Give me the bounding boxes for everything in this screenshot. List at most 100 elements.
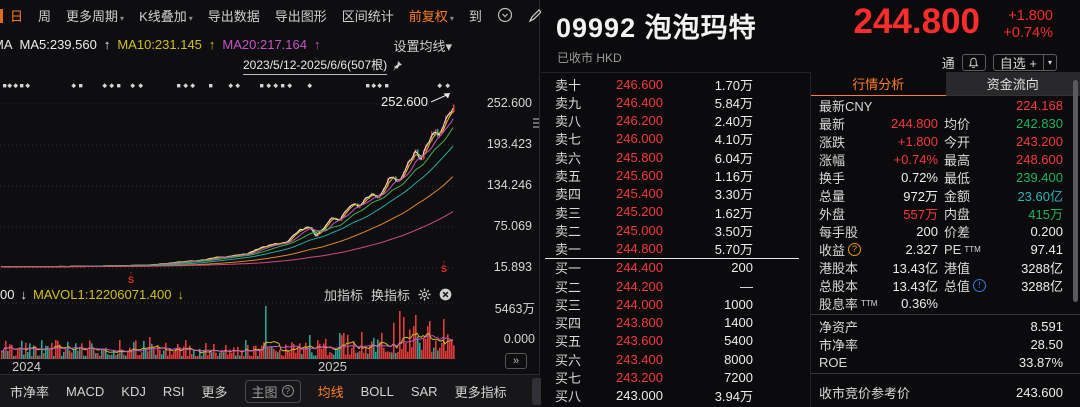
period-week-tab[interactable]: 周 <box>38 8 52 24</box>
order-price[interactable]: 246.400 <box>616 94 663 110</box>
order-level-label: 买八 <box>555 389 582 405</box>
order-level-label: 卖六 <box>555 150 582 166</box>
sell-signal-marker: S <box>441 264 447 274</box>
stat-value: 8.591 <box>1030 318 1063 334</box>
sell-buy-divider <box>545 257 799 259</box>
order-book-row-buy[interactable]: 买二 244.200 — <box>541 277 809 295</box>
order-price[interactable]: 243.200 <box>616 369 663 385</box>
more-periods-menu[interactable]: 更多周期 ▾ <box>66 8 125 24</box>
tab-sar[interactable]: SAR <box>410 383 438 399</box>
order-price[interactable]: 246.200 <box>616 113 663 129</box>
order-volume: 5.84万 <box>714 95 753 111</box>
order-book-row-sell[interactable]: 卖五 245.600 1.16万 <box>541 166 809 184</box>
order-volume: 4.10万 <box>714 132 753 148</box>
volume-chart[interactable] <box>0 300 455 360</box>
quote-stat-row: ROE 33.87% <box>811 353 1080 371</box>
tab-quote-analysis[interactable]: 行情分析 <box>811 72 946 96</box>
help-icon[interactable]: ? <box>281 385 294 397</box>
order-price[interactable]: 244.800 <box>616 241 663 257</box>
order-book-row-buy[interactable]: 买七 243.200 7200 <box>541 368 809 386</box>
order-price[interactable]: 245.200 <box>616 204 663 220</box>
tab-macd[interactable]: MACD <box>66 383 105 399</box>
export-image-button[interactable]: 导出图形 <box>274 8 327 24</box>
range-stats-button[interactable]: 区间统计 <box>341 8 394 24</box>
kline-overlay-menu[interactable]: K线叠加 ▾ <box>139 8 193 24</box>
order-price[interactable]: 245.400 <box>616 186 663 202</box>
adjust-mode-menu[interactable]: 前复权 ▾ <box>408 8 454 24</box>
watchlist-dropdown-button[interactable]: ▾ <box>1042 55 1056 70</box>
order-price[interactable]: 246.600 <box>616 76 663 92</box>
gear-icon[interactable] <box>418 287 431 301</box>
order-price[interactable]: 245.800 <box>616 149 663 165</box>
draw-tool-icon[interactable] <box>528 6 543 24</box>
order-book-row-sell[interactable]: 卖六 245.800 6.04万 <box>541 148 809 166</box>
export-data-button[interactable]: 导出数据 <box>207 8 260 24</box>
order-price[interactable]: 246.000 <box>616 131 663 147</box>
alert-bell-button[interactable] <box>961 54 986 71</box>
order-price[interactable]: 243.400 <box>616 351 663 367</box>
bell-icon <box>968 57 979 68</box>
order-level-label: 卖二 <box>555 223 582 239</box>
order-book-row-buy[interactable]: 买一 244.400 200 <box>541 259 809 277</box>
order-price[interactable]: 245.000 <box>616 222 663 238</box>
order-book-row-buy[interactable]: 买三 244.000 1000 <box>541 295 809 313</box>
order-price[interactable]: 244.000 <box>616 296 663 312</box>
stat-label: 港股本 <box>819 260 859 276</box>
stat-value: 28.50 <box>1030 336 1063 352</box>
date-range-label[interactable]: 2023/5/12-2025/6/6(507根) <box>243 56 403 75</box>
main-chart-pill[interactable]: 主图? <box>244 379 301 403</box>
tab-kdj[interactable]: KDJ <box>121 383 146 399</box>
order-book-row-buy[interactable]: 买四 243.800 1400 <box>541 313 809 331</box>
order-book-row-sell[interactable]: 卖四 245.400 3.30万 <box>541 185 809 203</box>
tab-boll[interactable]: BOLL <box>360 383 394 399</box>
close-pane-icon[interactable] <box>439 288 452 301</box>
order-book-row-sell[interactable]: 卖七 246.000 4.10万 <box>541 130 809 148</box>
order-price[interactable]: 243.000 <box>616 388 663 404</box>
stat-value: 242.830 <box>1016 115 1063 131</box>
pin-icon[interactable] <box>391 60 403 72</box>
order-book-row-sell[interactable]: 卖一 244.800 5.70万 <box>541 239 809 257</box>
pane-resize-grip[interactable] <box>533 118 539 134</box>
add-watchlist-button[interactable]: 自选 + <box>999 56 1037 71</box>
candlestick-chart[interactable]: 252.600↑S↑S <box>0 55 455 287</box>
tab-pb-ratio[interactable]: 市净率 <box>10 384 50 400</box>
order-book-row-sell[interactable]: 卖八 246.200 2.40万 <box>541 112 809 130</box>
order-price[interactable]: 244.400 <box>616 260 663 276</box>
order-price[interactable]: 245.600 <box>616 167 663 183</box>
up-arrow-icon: ↑ <box>208 36 216 52</box>
help-icon[interactable]: ? <box>848 242 862 256</box>
order-price[interactable]: 243.800 <box>616 315 663 331</box>
order-book-row-sell[interactable]: 卖十 246.600 1.70万 <box>541 75 809 93</box>
order-volume: 200 <box>731 260 753 276</box>
tab-more-indicators[interactable]: 更多指标 <box>454 384 507 400</box>
order-volume: 1400 <box>724 315 753 331</box>
order-book-row-buy[interactable]: 买六 243.400 8000 <box>541 350 809 368</box>
goto-date-button[interactable]: 到 <box>468 8 482 24</box>
order-book-row-buy[interactable]: 买八 243.000 3.94万 <box>541 387 809 405</box>
order-volume: 3.94万 <box>714 389 753 405</box>
order-book-row-sell[interactable]: 卖二 245.000 3.50万 <box>541 221 809 239</box>
tab-money-flow[interactable]: 资金流向 <box>945 72 1080 96</box>
scrollbar-thumb[interactable] <box>1073 80 1078 302</box>
add-indicator-button[interactable]: 加指标 <box>323 287 363 303</box>
order-price[interactable]: 244.200 <box>616 278 663 294</box>
jump-circle-icon[interactable] <box>497 6 513 24</box>
period-day-tab[interactable]: 日 <box>10 8 24 24</box>
order-book-row-buy[interactable]: 买五 243.600 5400 <box>541 332 809 350</box>
stat-label: 净资产 <box>819 319 859 335</box>
info-icon[interactable]: ! <box>973 278 987 292</box>
scroll-right-button[interactable]: » <box>505 353 527 369</box>
tab-ma[interactable]: 均线 <box>317 384 344 400</box>
order-book-row-sell[interactable]: 卖三 245.200 1.62万 <box>541 203 809 221</box>
order-book-row-sell[interactable]: 卖九 246.400 5.84万 <box>541 93 809 111</box>
stat-label: 涨幅 <box>819 152 846 168</box>
switch-indicator-button[interactable]: 换指标 <box>370 287 410 303</box>
stat-label: 最低 <box>944 170 971 186</box>
tab-more-sub[interactable]: 更多 <box>201 384 228 400</box>
x-axis-year-2024: 2024 <box>12 359 41 374</box>
order-price[interactable]: 243.600 <box>616 333 663 349</box>
ma-settings-button[interactable]: 设置均线▾ <box>393 39 452 54</box>
change-percent: +0.74% <box>1003 25 1053 41</box>
tab-rsi[interactable]: RSI <box>162 383 185 399</box>
stat-value: 13.43亿 <box>892 278 938 294</box>
